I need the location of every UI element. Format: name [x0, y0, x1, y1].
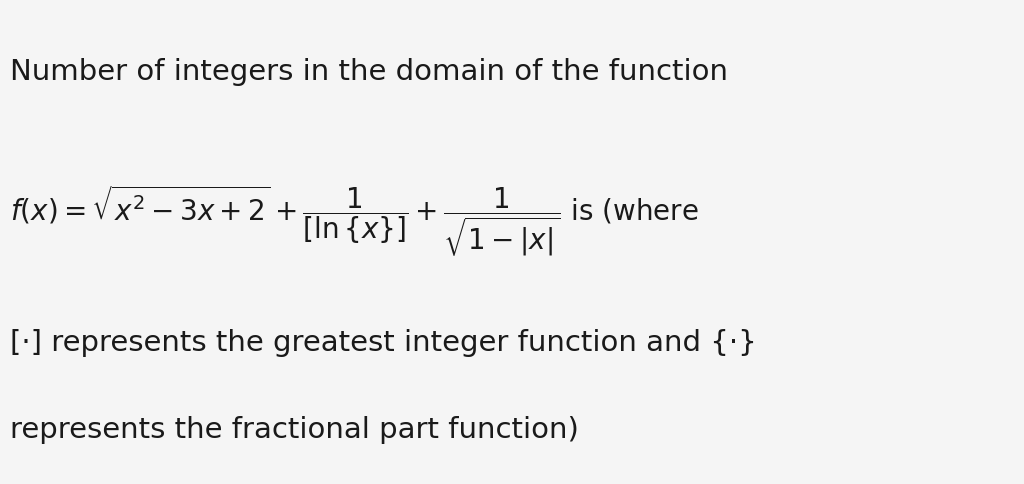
Text: represents the fractional part function): represents the fractional part function): [10, 416, 580, 444]
Text: [·] represents the greatest integer function and {·}: [·] represents the greatest integer func…: [10, 329, 757, 357]
Text: $f(x) = \sqrt{x^2-3x+2}+\dfrac{1}{[\ln\{x\}]}+\dfrac{1}{\sqrt{1-|x|}}$ is (where: $f(x) = \sqrt{x^2-3x+2}+\dfrac{1}{[\ln\{…: [10, 184, 698, 259]
Text: Number of integers in the domain of the function: Number of integers in the domain of the …: [10, 58, 728, 86]
